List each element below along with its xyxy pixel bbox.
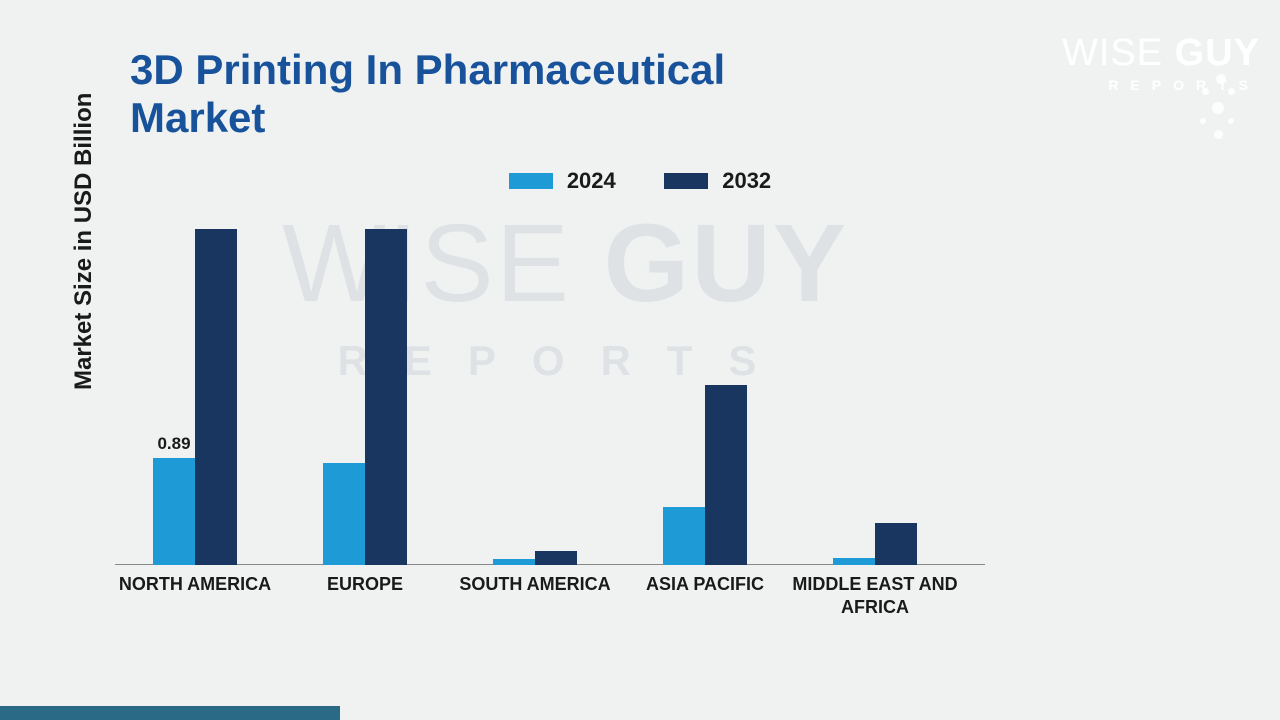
footer-accent-bar (0, 706, 340, 720)
bar-value-label: 0.89 (153, 434, 195, 458)
bar-chart: 0.89NORTH AMERICAEUROPESOUTH AMERICAASIA… (115, 205, 985, 565)
bar-series-a: 0.89 (153, 458, 195, 565)
legend: 2024 2032 (0, 168, 1280, 194)
category-label: ASIA PACIFIC (615, 565, 795, 596)
category-label: SOUTH AMERICA (445, 565, 625, 596)
logo-brand-a: WISE (1062, 32, 1163, 74)
bar-series-b (705, 385, 747, 565)
legend-item-2024: 2024 (509, 168, 616, 194)
category-label: NORTH AMERICA (105, 565, 285, 596)
bar-series-a (323, 463, 365, 565)
logo-head-icon (1182, 68, 1252, 158)
stage: WISE GUY REPORTS 3D Printing In Pharmace… (0, 0, 1280, 720)
bar-series-b (875, 523, 917, 565)
chart-title: 3D Printing In Pharmaceutical Market (130, 46, 830, 143)
category-label: MIDDLE EAST AND AFRICA (785, 565, 965, 618)
bar-series-a (833, 558, 875, 565)
legend-swatch-a (509, 173, 553, 189)
category-label: EUROPE (275, 565, 455, 596)
bar-series-b (195, 229, 237, 565)
legend-label-b: 2032 (722, 168, 771, 194)
bar-series-a (663, 507, 705, 565)
brand-logo: WISE GUY REPORTS (1062, 32, 1260, 93)
legend-swatch-b (664, 173, 708, 189)
y-axis-label: Market Size in USD Billion (70, 93, 98, 390)
legend-item-2032: 2032 (664, 168, 771, 194)
legend-label-a: 2024 (567, 168, 616, 194)
bar-series-b (535, 551, 577, 565)
bar-series-b (365, 229, 407, 565)
